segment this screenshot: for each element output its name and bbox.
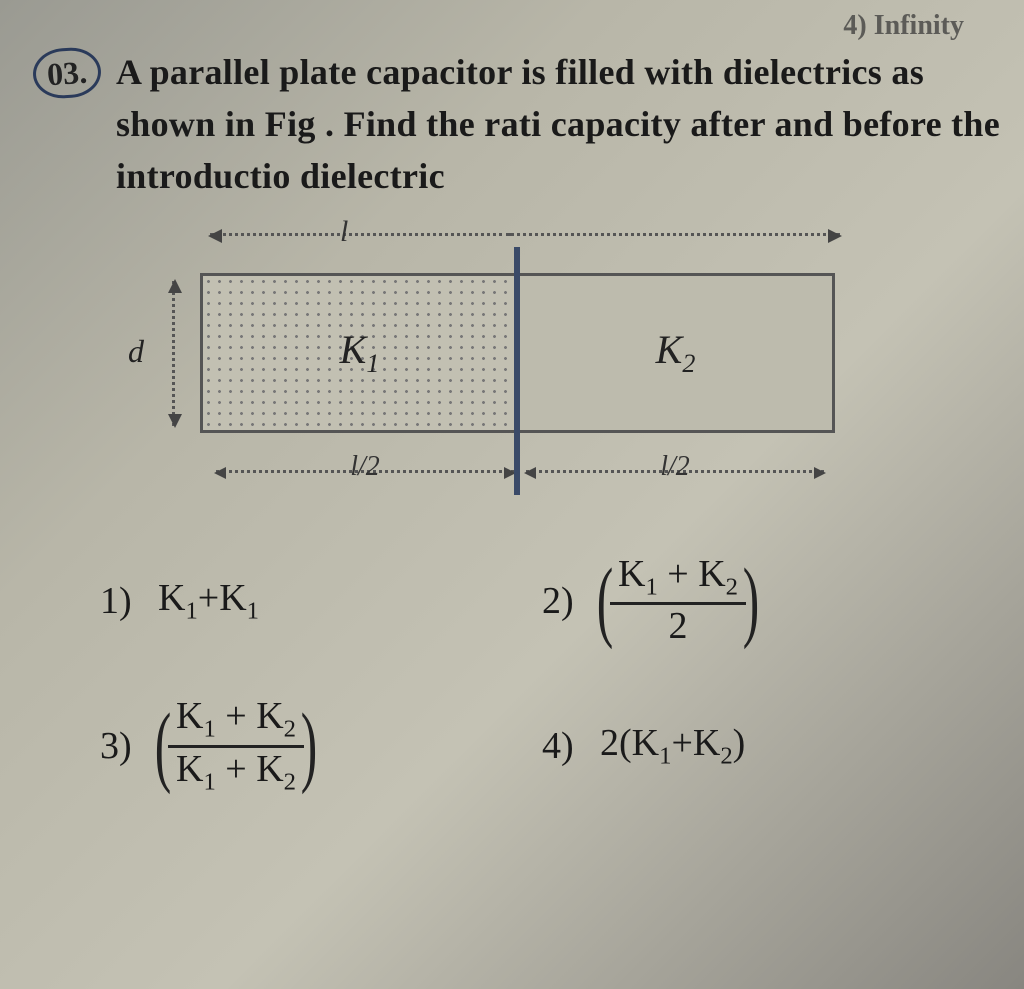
question-text: A parallel plate capacitor is filled wit… xyxy=(116,46,1004,203)
arrow-right-icon xyxy=(510,233,840,236)
dimension-bottom-left-label: l/2 xyxy=(350,451,380,483)
dielectric-k2-region: K2 xyxy=(519,276,832,430)
dimension-bottom-right-label: l/2 xyxy=(660,451,690,483)
option-3: 3) ( K1 + K2 K1 + K2 ) xyxy=(100,697,522,795)
option-2: 2) ( K1 + K2 2 ) xyxy=(542,555,964,647)
center-divider-bar xyxy=(514,247,520,495)
question-number-wrap: 03. xyxy=(30,46,104,100)
dimension-bottom-right: l/2 xyxy=(520,457,830,487)
dielectric-k1-region: K1 xyxy=(203,276,519,430)
k2-label: K2 xyxy=(656,326,696,379)
dimension-bottom: l/2 l/2 xyxy=(210,457,830,487)
dimension-top-right xyxy=(510,233,840,236)
option-4-text: 2(K1+K2) xyxy=(600,721,745,771)
dimension-left xyxy=(158,281,188,426)
capacitor-figure: l d K1 K2 l/2 l/2 xyxy=(110,225,850,525)
option-1-text: K1+K1 xyxy=(158,576,259,626)
question-row: 03. A parallel plate capacitor is filled… xyxy=(30,46,1004,203)
option-3-number: 3) xyxy=(100,724,146,768)
question-number-circle: 03. xyxy=(31,46,102,101)
dimension-top-left xyxy=(210,233,510,236)
option-1: 1) K1+K1 xyxy=(100,555,522,647)
answer-options: 1) K1+K1 2) ( K1 + K2 2 ) 3) ( xyxy=(30,555,1004,795)
arrow-vertical-icon xyxy=(172,281,175,426)
option-2-text: ( K1 + K2 2 ) xyxy=(600,555,756,647)
dimension-top-label: l xyxy=(340,215,348,249)
page-root: 4) Infinity 03. A parallel plate capacit… xyxy=(0,0,1024,989)
dimension-bottom-left: l/2 xyxy=(210,457,520,487)
option-4: 4) 2(K1+K2) xyxy=(542,697,964,795)
option-2-number: 2) xyxy=(542,579,588,623)
previous-option-fragment: 4) Infinity xyxy=(30,10,1004,42)
k1-label: K1 xyxy=(340,326,380,379)
arrow-left-icon xyxy=(210,233,510,236)
option-4-number: 4) xyxy=(542,724,588,768)
option-1-number: 1) xyxy=(100,579,146,623)
option-3-text: ( K1 + K2 K1 + K2 ) xyxy=(158,697,314,795)
dimension-d-label: d xyxy=(128,333,144,370)
